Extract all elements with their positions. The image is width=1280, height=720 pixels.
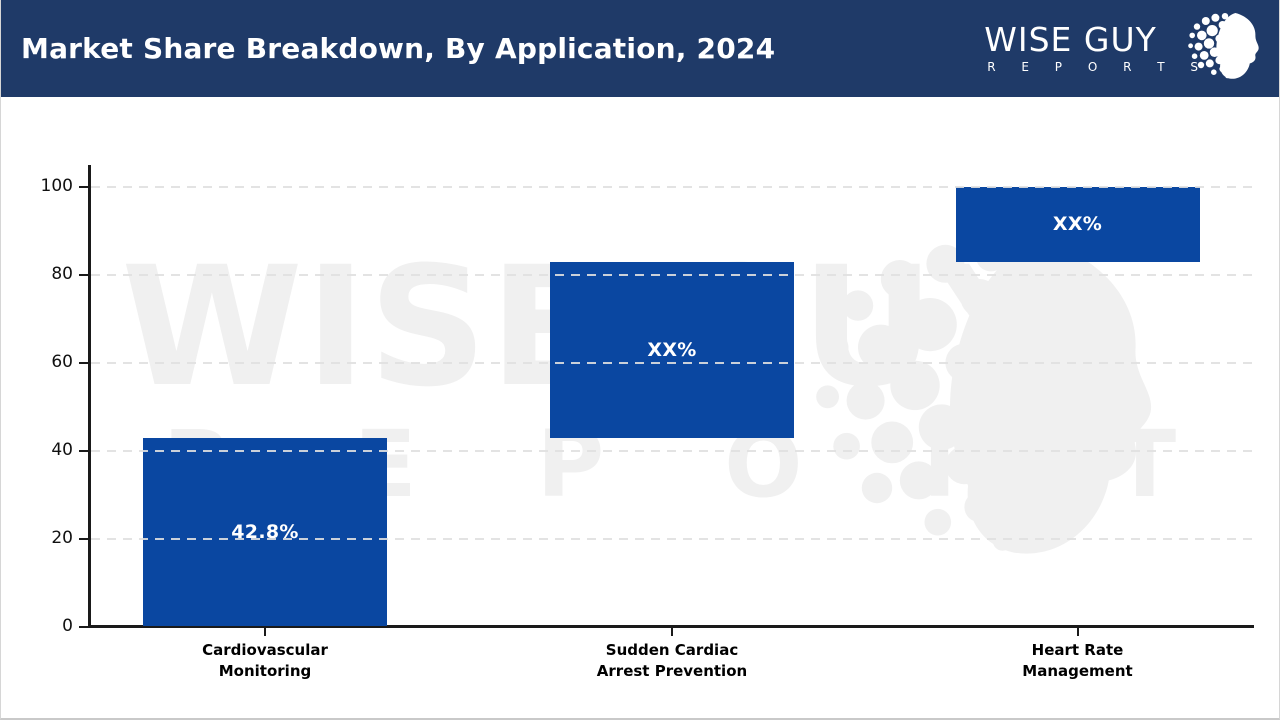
bar-value-label: 42.8% <box>231 521 299 544</box>
x-category-label-line: Monitoring <box>218 661 312 680</box>
x-category-label-line: Heart Rate <box>1031 640 1124 659</box>
gridline-100 <box>90 185 1254 188</box>
y-tick-label: 100 <box>40 175 73 196</box>
gridline-40 <box>90 449 1254 452</box>
y-tick-mark <box>78 449 88 452</box>
x-axis-line <box>87 625 1254 628</box>
x-tick-mark <box>1076 628 1079 636</box>
bar-3: XX% <box>955 186 1200 263</box>
x-tick-mark <box>264 628 266 636</box>
bar-1: 42.8% <box>143 438 387 627</box>
x-category-label-line: Cardiovascular <box>202 640 328 659</box>
page-title: Market Share Breakdown, By Application, … <box>21 32 776 65</box>
wiseguy-logo: WISE GUY R E P O R T S <box>984 6 1265 92</box>
y-tick-mark <box>78 625 88 628</box>
y-tick-mark <box>78 185 88 188</box>
header: Market Share Breakdown, By Application, … <box>1 0 1279 97</box>
logo-wordmark: WISE GUY <box>984 20 1157 59</box>
y-axis-line <box>87 165 91 628</box>
x-category-label: Sudden Cardiac Arrest Prevention <box>502 640 842 682</box>
bar-2: XX% <box>550 262 794 439</box>
x-category-label: Cardiovascular Monitoring <box>95 640 435 682</box>
x-tick-mark <box>671 628 673 636</box>
y-tick-mark <box>78 273 88 276</box>
x-category-label: Heart Rate Management <box>908 640 1248 682</box>
logo-subtext: R E P O R T S <box>987 60 1209 74</box>
gridline-60 <box>90 361 1254 364</box>
y-tick-mark <box>78 361 88 364</box>
bar-value-label: XX% <box>647 339 697 362</box>
x-category-label-line: Arrest Prevention <box>596 661 748 680</box>
y-tick-label: 80 <box>51 263 73 284</box>
logo-text: WISE GUY R E P O R T S <box>984 23 1209 74</box>
gridline-80 <box>90 273 1254 276</box>
bar-chart: 42.8% XX% XX% 0 20 40 60 80 100 Cardiovascular Mon… <box>1 97 1279 718</box>
x-category-label-line: Management <box>1022 661 1133 680</box>
y-tick-label: 20 <box>51 527 73 548</box>
x-category-label-line: Sudden Cardiac <box>605 640 739 659</box>
y-tick-label: 0 <box>62 615 73 636</box>
bar-value-label: XX% <box>1052 213 1103 236</box>
wiseguy-face-icon <box>1188 12 1259 79</box>
y-tick-label: 60 <box>51 351 73 372</box>
chart-area: WISE GUY R E P O R T S 42.8%XX%XX%020406… <box>1 97 1279 718</box>
gridline-20 <box>90 537 1254 540</box>
y-tick-label: 40 <box>51 439 73 460</box>
y-tick-mark <box>78 537 88 540</box>
